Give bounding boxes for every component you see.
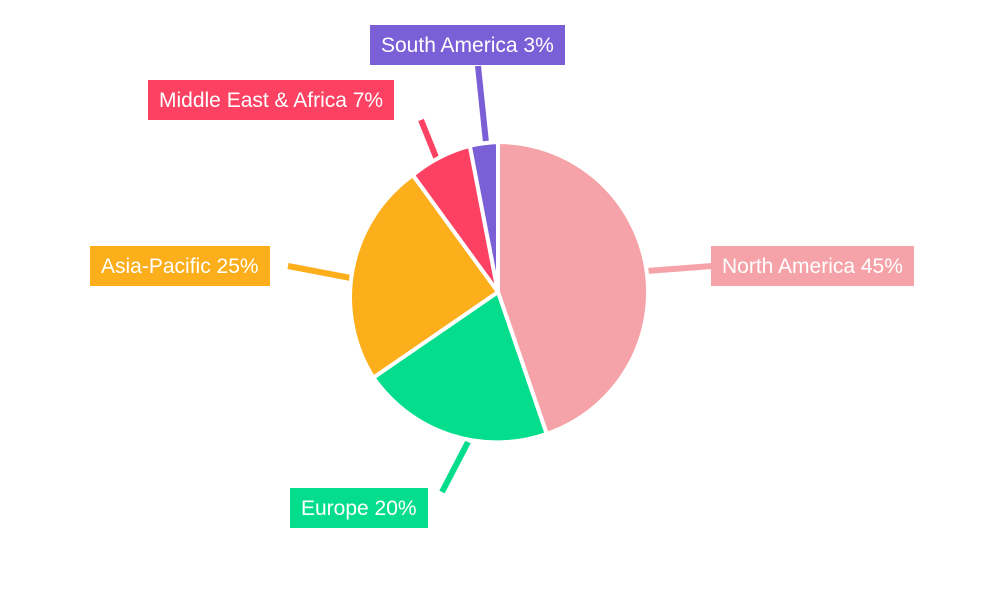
slice-label-asia-pacific[interactable]: Asia-Pacific 25% — [90, 246, 270, 286]
pie-slice-south-america[interactable] — [467, 140, 500, 294]
pie-slice-north-america[interactable] — [496, 140, 651, 436]
slice-label-europe[interactable]: Europe 20% — [290, 488, 428, 528]
leader-line-south-america — [475, 65, 490, 153]
leader-line-asia-pacific — [287, 263, 357, 282]
slice-label-north-america[interactable]: North America 45% — [711, 246, 914, 286]
leader-line-north-america — [646, 263, 713, 274]
pie-slice-asia-pacific[interactable] — [348, 173, 500, 380]
leader-line-europe — [439, 440, 471, 494]
pie-slice-europe[interactable] — [371, 290, 549, 445]
slice-label-south-america[interactable]: South America 3% — [370, 25, 565, 65]
slice-label-middle-east-africa[interactable]: Middle East & Africa 7% — [148, 80, 395, 120]
pie-slices — [348, 140, 651, 445]
